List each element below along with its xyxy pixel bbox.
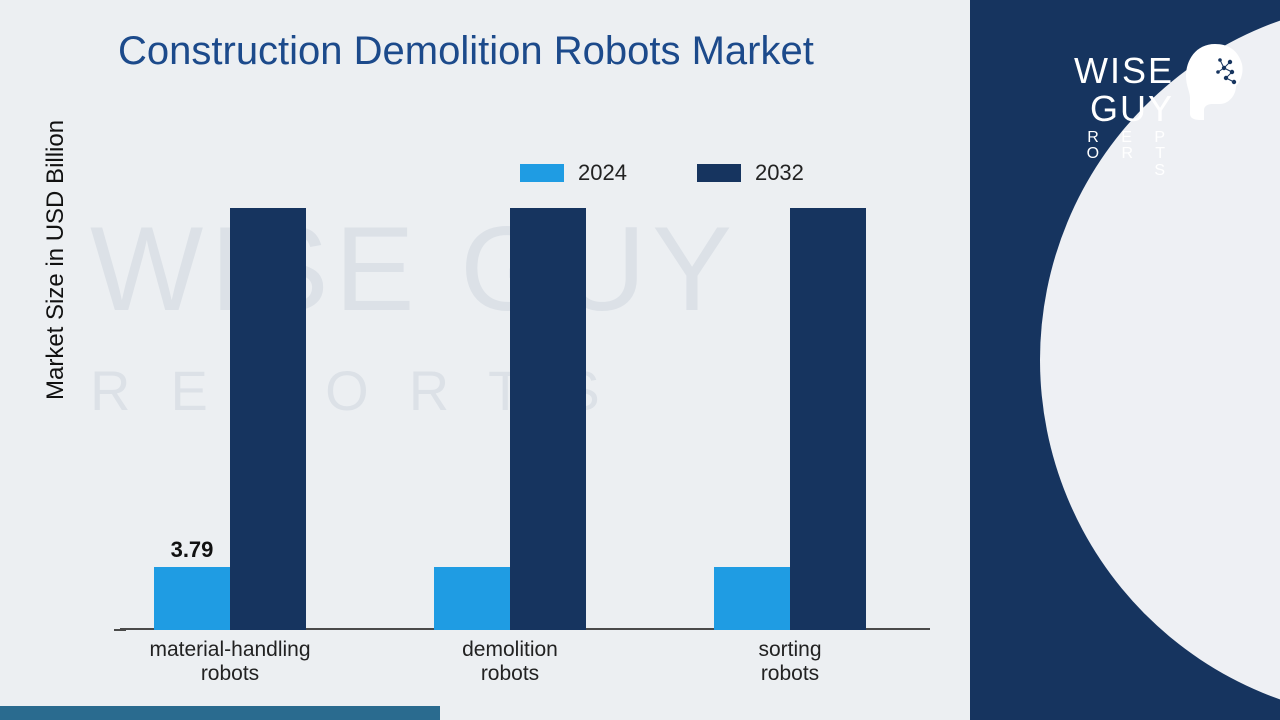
bar-value-label: 3.79 (171, 537, 214, 563)
footer-accent-bar (0, 706, 440, 720)
y-axis-label: Market Size in USD Billion (42, 120, 70, 400)
bar-2024: 3.79 (154, 567, 230, 630)
category-label: demolitionrobots (400, 638, 620, 686)
brand-name-line1: WISE GUY (1074, 52, 1174, 128)
y-tick (114, 629, 126, 631)
legend-item-2032: 2032 (697, 160, 804, 186)
legend-label-2032: 2032 (755, 160, 804, 186)
legend-label-2024: 2024 (578, 160, 627, 186)
brand-head-icon (1180, 42, 1250, 122)
category-label: sortingrobots (680, 638, 900, 686)
category-label: material-handlingrobots (120, 638, 340, 686)
plot-area: 3.79material-handlingrobotsdemolitionrob… (100, 200, 930, 630)
brand-name-line2: R E P O R T S (1074, 130, 1174, 180)
bar-2024 (434, 567, 510, 630)
legend: 2024 2032 (520, 160, 804, 186)
legend-swatch-2024 (520, 164, 564, 182)
chart-stage: WISE GUY REPORTS WISE GUY R E P O R T S … (0, 0, 1280, 720)
bar-2032 (790, 208, 866, 630)
bar-2024 (714, 567, 790, 630)
legend-swatch-2032 (697, 164, 741, 182)
bar-2032 (230, 208, 306, 630)
chart-title: Construction Demolition Robots Market (118, 28, 838, 74)
legend-item-2024: 2024 (520, 160, 627, 186)
bar-2032 (510, 208, 586, 630)
